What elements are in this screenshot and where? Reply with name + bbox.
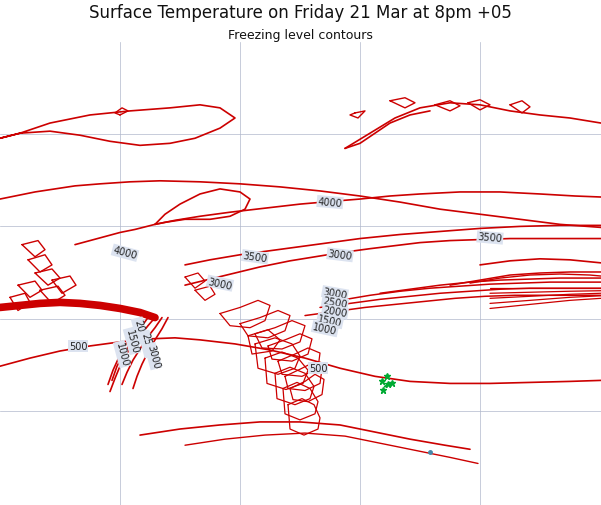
Text: 4000: 4000 bbox=[112, 245, 138, 261]
Text: 2000: 2000 bbox=[322, 305, 348, 319]
Text: 3000: 3000 bbox=[327, 249, 353, 262]
Text: 3500: 3500 bbox=[477, 232, 502, 244]
Text: 500: 500 bbox=[309, 364, 328, 374]
Text: 2000: 2000 bbox=[132, 318, 148, 344]
Text: 500: 500 bbox=[69, 341, 87, 351]
Text: Surface Temperature on Friday 21 Mar at 8pm +05: Surface Temperature on Friday 21 Mar at … bbox=[89, 4, 512, 22]
Text: 1000: 1000 bbox=[312, 322, 338, 336]
Text: 3500: 3500 bbox=[242, 250, 268, 264]
Text: 2500: 2500 bbox=[139, 331, 155, 358]
Text: 3000: 3000 bbox=[322, 287, 348, 300]
Text: 3000: 3000 bbox=[145, 343, 161, 370]
Text: 3000: 3000 bbox=[207, 276, 233, 291]
Text: 1500: 1500 bbox=[124, 328, 140, 355]
Text: 1500: 1500 bbox=[317, 314, 343, 328]
Text: Freezing level contours: Freezing level contours bbox=[228, 29, 373, 42]
Text: 2500: 2500 bbox=[322, 296, 348, 310]
Text: 1000: 1000 bbox=[114, 341, 130, 368]
Text: 4000: 4000 bbox=[317, 196, 343, 209]
